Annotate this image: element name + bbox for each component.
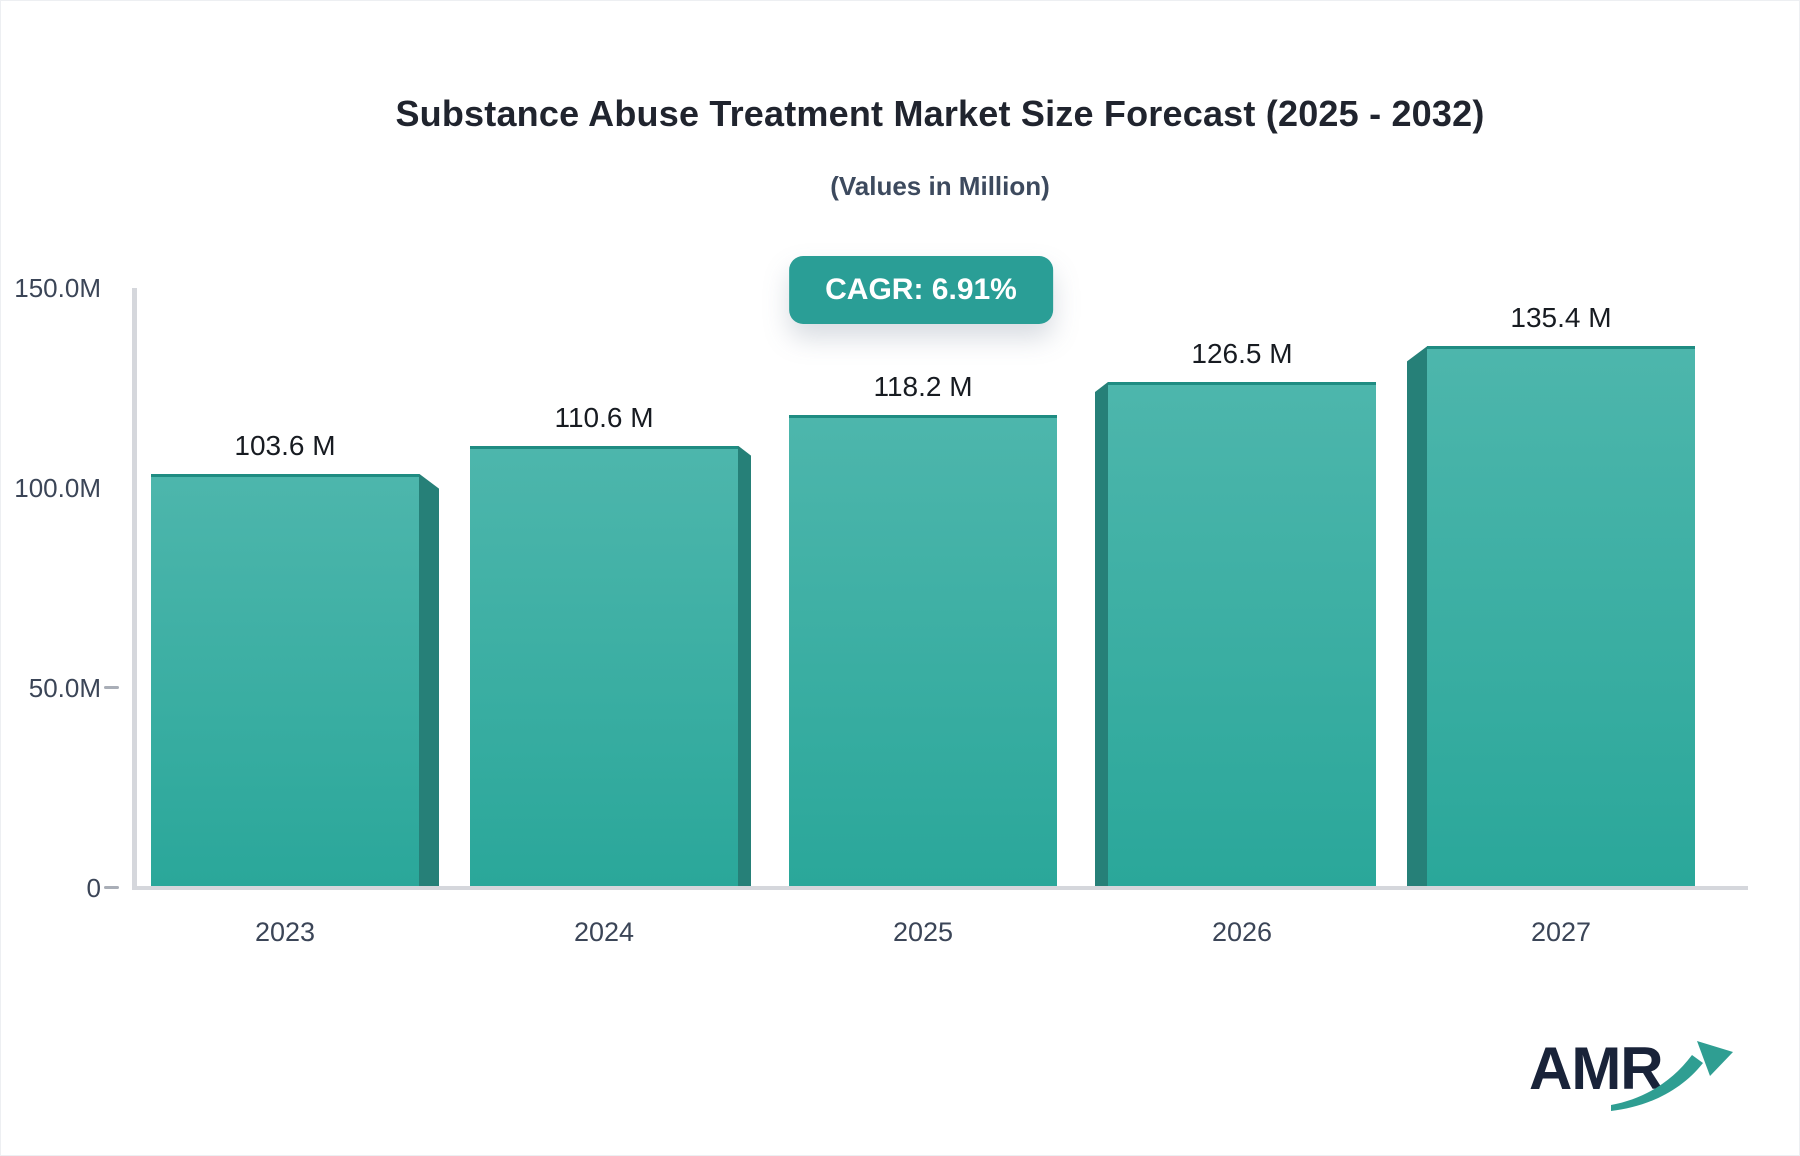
bar-value-label: 118.2 M xyxy=(873,371,973,403)
x-axis-label: 2027 xyxy=(1530,917,1592,947)
amr-logo-text: AMR xyxy=(1529,1035,1664,1102)
bar-2024 xyxy=(470,445,738,887)
cagr-badge-label: CAGR: 6.91% xyxy=(825,273,1017,306)
bar-2023 xyxy=(151,473,419,887)
y-axis-label: 0 xyxy=(86,873,101,903)
chart-title: Substance Abuse Treatment Market Size Fo… xyxy=(395,93,1485,134)
chart-subtitle: (Values in Million) xyxy=(830,171,1050,201)
bar-2025 xyxy=(789,415,1057,887)
bar-value-label: 110.6 M xyxy=(554,401,654,433)
y-axis-label: 100.0M xyxy=(14,473,101,503)
bar-side-face xyxy=(419,473,439,887)
x-axis-label: 2025 xyxy=(892,917,954,947)
bar-value-label: 126.5 M xyxy=(1191,338,1293,369)
y-axis-tick xyxy=(104,886,119,889)
y-axis-tick xyxy=(104,686,119,689)
y-axis-label: 150.0M xyxy=(14,273,101,303)
bar-2026 xyxy=(1108,382,1376,887)
bar-2027 xyxy=(1427,346,1695,887)
x-axis-label: 2024 xyxy=(573,917,635,947)
growth-arrow-icon xyxy=(1611,1041,1733,1111)
amr-logo: AMR xyxy=(1529,1039,1739,1129)
bar-side-face xyxy=(738,445,751,887)
bar-value-label: 135.4 M xyxy=(1510,302,1612,334)
y-axis-line xyxy=(132,288,137,890)
y-axis-label: 50.0M xyxy=(28,673,101,703)
x-axis-label: 2023 xyxy=(254,917,316,947)
cagr-badge: CAGR: 6.91% xyxy=(789,256,1053,324)
bar-side-face xyxy=(1095,382,1108,887)
x-axis-label: 2026 xyxy=(1211,917,1273,947)
x-axis-line xyxy=(132,886,1748,890)
bar-side-face xyxy=(1407,346,1427,887)
bar-value-label: 103.6 M xyxy=(234,429,336,461)
